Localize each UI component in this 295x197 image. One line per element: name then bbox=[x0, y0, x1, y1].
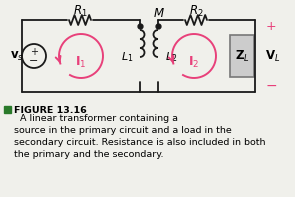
Text: $L_1$: $L_1$ bbox=[121, 50, 133, 64]
Text: −: − bbox=[265, 79, 277, 93]
Text: $R_2$: $R_2$ bbox=[189, 4, 203, 19]
FancyBboxPatch shape bbox=[230, 35, 254, 77]
Text: $L_2$: $L_2$ bbox=[165, 50, 177, 64]
Text: $\mathbf{I}_1$: $\mathbf{I}_1$ bbox=[75, 54, 87, 70]
Text: FIGURE 13.16: FIGURE 13.16 bbox=[14, 106, 87, 114]
Text: $M$: $M$ bbox=[153, 7, 165, 20]
Text: $\mathbf{v}_s$: $\mathbf{v}_s$ bbox=[10, 49, 24, 63]
Text: $R_1$: $R_1$ bbox=[73, 4, 87, 19]
Text: A linear transformer containing a
source in the primary circuit and a load in th: A linear transformer containing a source… bbox=[14, 113, 266, 159]
Text: +: + bbox=[30, 46, 38, 57]
Bar bbox=[4, 106, 11, 113]
Text: $\mathbf{I}_2$: $\mathbf{I}_2$ bbox=[188, 54, 200, 70]
Text: −: − bbox=[29, 56, 39, 66]
Text: +: + bbox=[266, 20, 276, 33]
Text: $\mathbf{Z}_L$: $\mathbf{Z}_L$ bbox=[235, 48, 249, 64]
Text: $\mathbf{V}_L$: $\mathbf{V}_L$ bbox=[265, 48, 281, 64]
